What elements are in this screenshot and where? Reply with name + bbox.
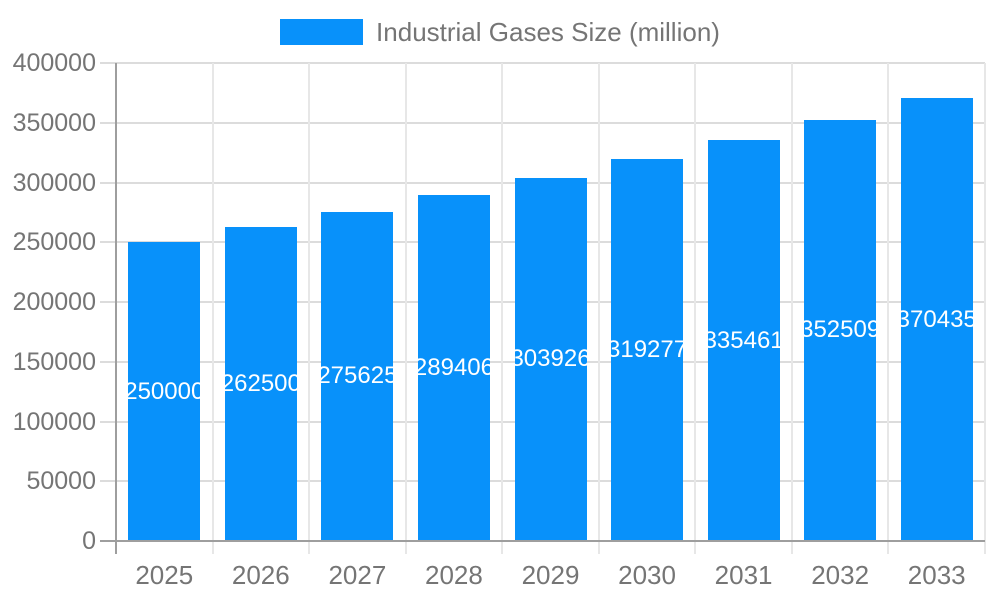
bar-value-label-2026: 262500	[224, 370, 297, 398]
gridline-horizontal	[100, 121, 985, 124]
bar-2032[interactable]: 352509	[804, 119, 877, 541]
bar-2027[interactable]: 275625	[321, 211, 394, 541]
gridline-vertical	[404, 63, 407, 554]
x-axis-label-2033: 2033	[907, 560, 966, 590]
bar-2025[interactable]: 250000	[128, 242, 201, 541]
x-axis-label-2029: 2029	[521, 560, 580, 590]
gridline-vertical	[211, 63, 214, 554]
bar-2029[interactable]: 303926	[514, 177, 587, 541]
y-axis-tick-label: 50000	[26, 467, 96, 496]
legend-series-label: Industrial Gases Size (million)	[376, 17, 720, 47]
gridline-vertical	[308, 63, 311, 554]
x-axis-label-2025: 2025	[135, 560, 194, 590]
y-axis-tick-label: 0	[82, 527, 96, 555]
y-axis-tick-label: 200000	[12, 288, 96, 316]
y-axis-tick-label: 400000	[12, 49, 96, 77]
bar-2028[interactable]: 289406	[417, 195, 490, 541]
y-axis-line	[115, 63, 117, 554]
x-axis-baseline	[100, 540, 985, 542]
x-axis-label-2026: 2026	[231, 560, 290, 590]
gridline-vertical	[984, 63, 986, 554]
bar-value-label-2029: 303926	[514, 345, 587, 373]
bar-2033[interactable]: 370435	[900, 98, 973, 541]
x-axis-label-2027: 2027	[328, 560, 387, 590]
legend-swatch	[280, 19, 364, 45]
bar-value-label-2031: 335461	[707, 326, 780, 354]
y-axis-tick-label: 100000	[12, 407, 96, 436]
gridline-vertical	[694, 63, 697, 554]
gridline-vertical	[790, 63, 793, 554]
x-axis-label-2032: 2032	[811, 560, 870, 590]
x-axis-label-2031: 2031	[714, 560, 773, 590]
gridline-vertical	[887, 63, 890, 554]
y-axis-tick-label: 350000	[12, 108, 96, 137]
y-axis-tick-label: 300000	[12, 168, 96, 197]
gridline-vertical	[597, 63, 600, 554]
legend[interactable]: Industrial Gases Size (million)	[0, 16, 1000, 48]
bar-value-label-2025: 250000	[128, 377, 201, 405]
bar-value-label-2033: 370435	[900, 305, 973, 333]
bar-value-label-2028: 289406	[417, 354, 490, 382]
bar-value-label-2032: 352509	[804, 316, 877, 344]
bar-2026[interactable]: 262500	[224, 227, 297, 541]
bar-value-label-2027: 275625	[321, 362, 394, 390]
bar-2031[interactable]: 335461	[707, 140, 780, 541]
y-axis-tick-label: 250000	[12, 228, 96, 257]
gridline-vertical	[501, 63, 504, 554]
y-axis-tick-label: 150000	[12, 347, 96, 376]
gridline-horizontal	[100, 62, 985, 64]
x-axis-label-2030: 2030	[618, 560, 676, 590]
bar-value-label-2030: 319277	[611, 336, 684, 364]
bar-2030[interactable]: 319277	[611, 159, 684, 541]
x-axis-label-2028: 2028	[425, 560, 483, 590]
